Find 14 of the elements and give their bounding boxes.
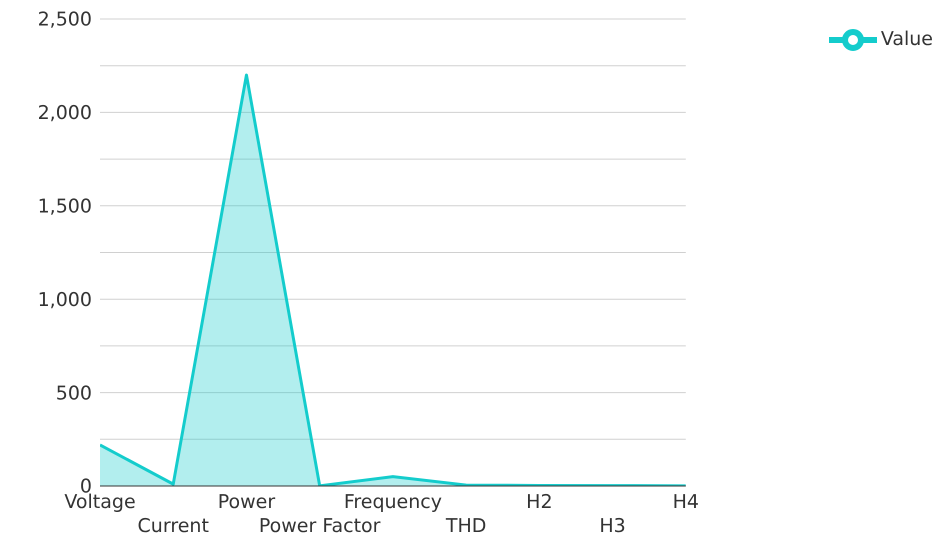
y-tick-label: 1,000: [38, 288, 92, 311]
y-tick-label: 1,500: [38, 196, 92, 218]
y-tick-label: 500: [56, 382, 92, 404]
x-tick-label: Frequency: [344, 491, 442, 513]
x-tick-label: Current: [138, 515, 209, 537]
y-tick-label: 2,000: [38, 102, 92, 124]
x-tick-label: Power: [218, 491, 276, 513]
x-tick-label: H2: [526, 491, 553, 513]
x-tick-label: H4: [672, 491, 700, 513]
legend-label: Value: [880, 28, 933, 50]
x-tick-label: H3: [599, 515, 626, 537]
x-tick-label: THD: [444, 515, 486, 537]
y-tick-label: 2,500: [38, 8, 92, 31]
x-tick-label: Power Factor: [258, 515, 381, 537]
